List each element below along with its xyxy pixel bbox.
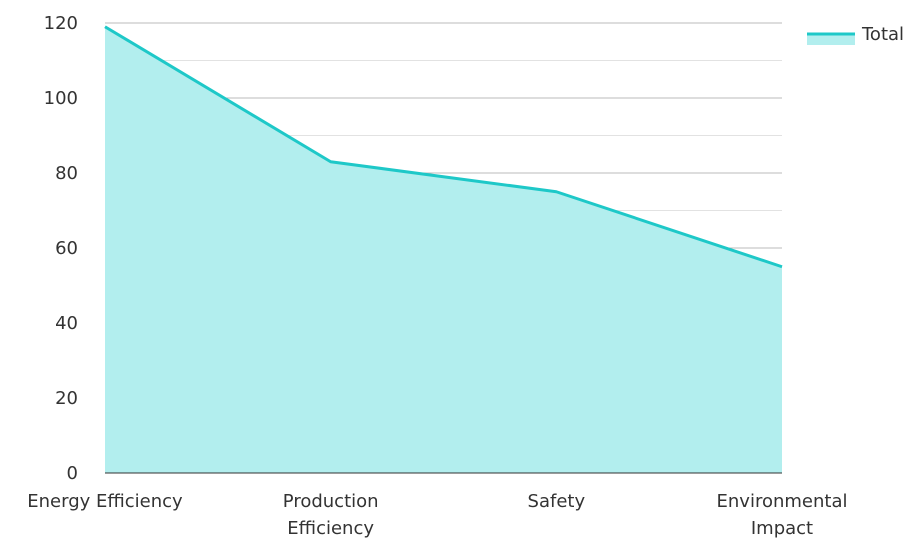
y-axis-tick-labels: 0 20 40 60 80 100 120 — [44, 13, 78, 484]
x-category-label-line: Energy Efficiency — [27, 491, 183, 512]
x-category-label-line: Safety — [528, 491, 586, 512]
x-category-label-line: Environmental — [717, 491, 848, 512]
x-category-label-line: Production — [283, 491, 379, 512]
x-category-label: Environmental Impact — [717, 491, 848, 539]
x-category-label-line: Efficiency — [287, 518, 374, 539]
legend-label-total: Total — [861, 24, 904, 45]
y-tick-label: 120 — [44, 13, 78, 34]
y-tick-label: 0 — [67, 463, 78, 484]
y-tick-label: 60 — [55, 238, 78, 259]
x-category-label: Safety — [528, 491, 586, 512]
y-tick-label: 40 — [55, 313, 78, 334]
x-category-label: Energy Efficiency — [27, 491, 183, 512]
series-total-area — [105, 26, 782, 473]
legend-swatch-fill — [807, 34, 855, 45]
x-category-label: Production Efficiency — [283, 491, 379, 539]
y-tick-label: 20 — [55, 388, 78, 409]
y-tick-label: 80 — [55, 163, 78, 184]
x-category-label-line: Impact — [751, 518, 813, 539]
y-tick-label: 100 — [44, 88, 78, 109]
series-total-line — [104, 25, 783, 269]
x-axis-category-labels: Energy Efficiency Production Efficiency Saf… — [27, 491, 847, 539]
legend: Total — [807, 24, 904, 45]
